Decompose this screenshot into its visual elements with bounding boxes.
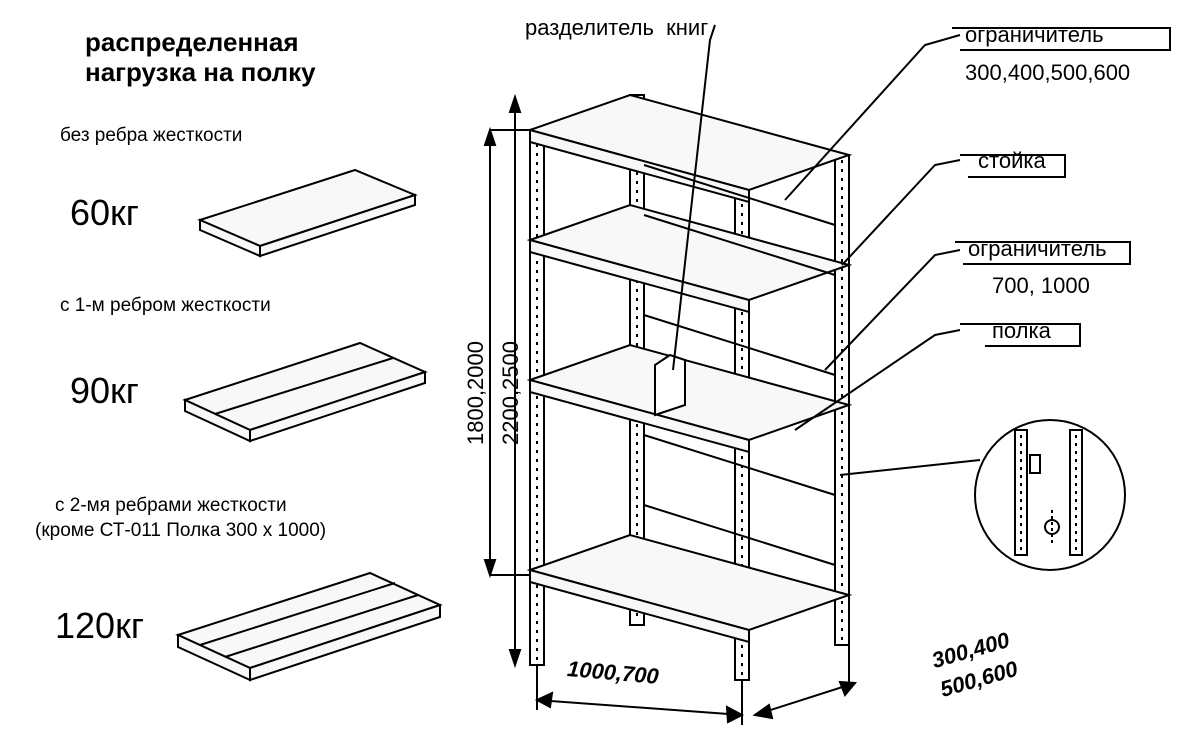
variant-3-load: 120кг [55, 605, 144, 647]
variant-1-load: 60кг [70, 192, 139, 234]
shelf-icon-0-ribs [190, 160, 420, 270]
variant-2-caption: с 1-м ребром жесткости [60, 295, 271, 317]
callout-limiter-mid-box [955, 232, 1175, 267]
variant-3-caption: с 2-мя ребрами жесткости [55, 495, 287, 517]
shelf-icon-2-ribs [170, 565, 445, 695]
shelving-unit-drawing [455, 15, 1195, 735]
callout-post-box [960, 145, 1120, 180]
shelf-icon-1-rib [175, 335, 430, 455]
title: распределенная нагрузка на полку [85, 28, 316, 88]
variant-3-subcaption: (кроме СТ-011 Полка 300 х 1000) [35, 520, 326, 542]
shelving-diagram: { "colors":{ "bg":"#ffffff", "stroke":"#… [0, 0, 1200, 738]
variant-1-caption: без ребра жесткости [60, 125, 242, 147]
callout-shelf-box [960, 314, 1120, 349]
callout-limiter-top-box [952, 18, 1177, 93]
dim-height-inner: 1800,2000 [463, 341, 489, 445]
dim-height-outer: 2200,2500 [498, 341, 524, 445]
callout-book-divider: разделитель книг [525, 15, 708, 41]
variant-2-load: 90кг [70, 370, 139, 412]
callout-limiter-mid-values: 700, 1000 [992, 273, 1090, 299]
